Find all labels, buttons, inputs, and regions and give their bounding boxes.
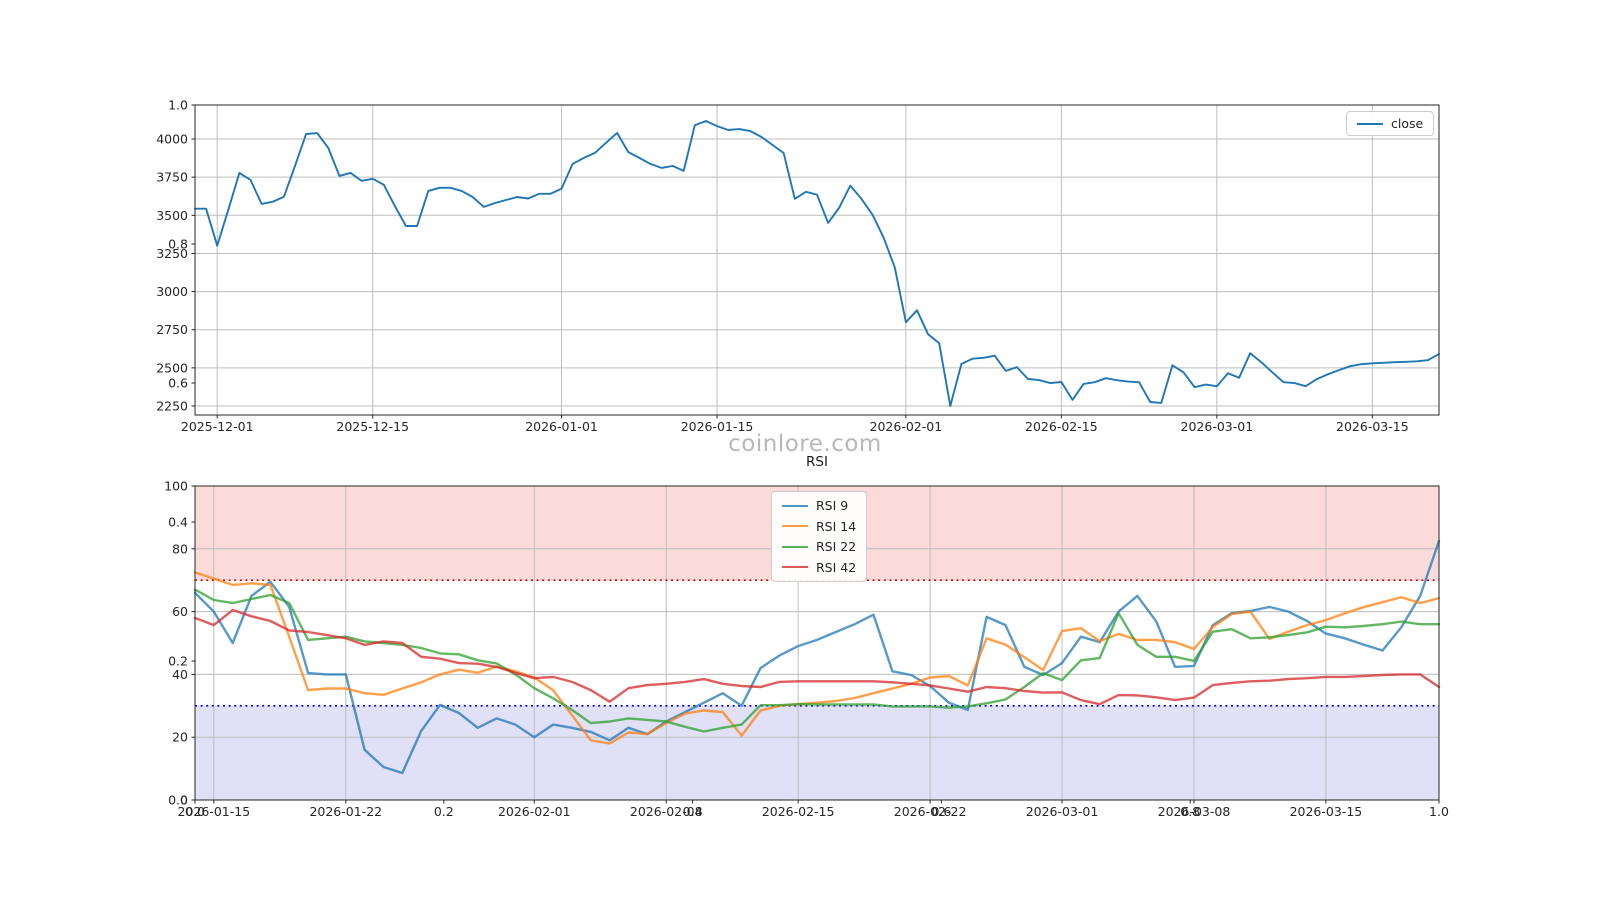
- x-tick-label: 2026-02-22: [894, 804, 967, 819]
- rsi-legend-row: RSI 14: [782, 518, 856, 536]
- overlay-y-tick-label: 0.4: [168, 515, 188, 530]
- x-tick-label: 2026-01-22: [309, 804, 382, 819]
- y-tick-label: 4000: [156, 132, 188, 147]
- rsi-title: RSI: [806, 454, 828, 470]
- overlay-y-tick-label: 1.0: [168, 98, 188, 113]
- rsi9-legend-line-icon: [782, 504, 808, 507]
- x-tick-label: 2026-02-15: [762, 804, 835, 819]
- y-tick-label: 2750: [156, 322, 188, 337]
- x-tick-label: 2025-12-15: [336, 419, 409, 434]
- x-tick-label: 2026-01-15: [681, 419, 754, 434]
- x-tick-label: 2026-03-01: [1026, 804, 1099, 819]
- rsi22-legend-line-icon: [782, 545, 808, 548]
- y-tick-label: 3500: [156, 208, 188, 223]
- x-tick-label: 2025-12-01: [181, 419, 254, 434]
- rsi22-legend-label: RSI 22: [816, 539, 857, 555]
- x-tick-label: 2026-02-01: [498, 804, 571, 819]
- rsi-legend-row: RSI 22: [782, 538, 856, 556]
- y-tick-label: 100: [164, 479, 188, 494]
- overlay-y-tick-label: 0.2: [168, 654, 188, 669]
- y-tick-label: 3000: [156, 284, 188, 299]
- overlay-x-tick-label: 0.0: [185, 804, 205, 819]
- y-tick-label: 20: [172, 730, 188, 745]
- rsi14-legend-label: RSI 14: [816, 518, 857, 534]
- x-tick-label: 2026-03-08: [1158, 804, 1231, 819]
- x-tick-label: 2026-03-15: [1290, 804, 1363, 819]
- y-tick-label: 80: [172, 541, 188, 556]
- y-tick-label: 60: [172, 604, 188, 619]
- x-tick-label: 2026-02-15: [1025, 419, 1098, 434]
- rsi9-legend-label: RSI 9: [816, 498, 849, 514]
- y-tick-label: 3250: [156, 246, 188, 261]
- y-tick-label: 40: [172, 667, 188, 682]
- rsi14-legend-line-icon: [782, 525, 808, 528]
- overlay-y-tick-label: 0.8: [168, 237, 188, 252]
- x-tick-label: 2026-03-15: [1336, 419, 1409, 434]
- overlay-x-tick-label: 0.8: [1180, 804, 1200, 819]
- x-tick-label: 2026-02-08: [630, 804, 703, 819]
- y-tick-label: 2250: [156, 398, 188, 413]
- axes-frame: [194, 485, 1440, 801]
- series-line-rsi-42: [193, 608, 1441, 706]
- overlay-x-tick-label: 0.4: [683, 804, 703, 819]
- overlay-y-tick-label: 0.6: [168, 376, 188, 391]
- overlay-y-tick-label: 0.0: [168, 793, 188, 808]
- series-line-rsi-14: [193, 571, 1441, 745]
- y-tick-label: 2500: [156, 360, 188, 375]
- rsi-legend-row: RSI 42: [782, 559, 856, 577]
- rsi42-legend-label: RSI 42: [816, 559, 857, 575]
- x-tick-label: 2026-01-01: [525, 419, 598, 434]
- axes-frame: [194, 104, 1440, 416]
- close-legend-line-icon: [1357, 122, 1383, 125]
- x-tick-label: 2026-02-01: [870, 419, 943, 434]
- rsi-legend: RSI 9 RSI 14 RSI 22 RSI 42: [771, 491, 868, 582]
- rsi42-legend-line-icon: [782, 566, 808, 569]
- close-legend-label: close: [1391, 116, 1424, 131]
- y-tick-label: 0: [180, 793, 188, 808]
- rsi-legend-row: RSI 9: [782, 497, 856, 515]
- series-line-close: [194, 120, 1440, 407]
- x-tick-label: 2026-03-01: [1181, 419, 1254, 434]
- overlay-x-tick-label: 0.2: [434, 804, 454, 819]
- watermark: coinlore.com: [728, 431, 882, 457]
- close-legend: close: [1346, 111, 1435, 136]
- x-tick-label: 2026-01-15: [178, 804, 251, 819]
- oversold-band: [195, 705, 1439, 800]
- y-tick-label: 3750: [156, 170, 188, 185]
- series-line-rsi-22: [193, 588, 1441, 733]
- overlay-x-tick-label: 1.0: [1429, 804, 1449, 819]
- overlay-x-tick-label: 0.6: [931, 804, 951, 819]
